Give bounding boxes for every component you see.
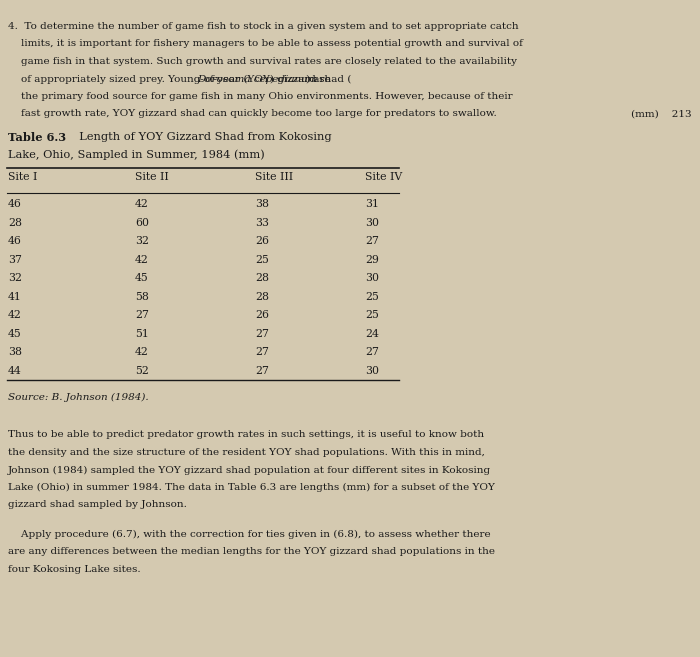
Text: 46: 46 [8, 237, 22, 246]
Text: 45: 45 [8, 329, 22, 339]
Text: 44: 44 [8, 366, 22, 376]
Text: the density and the size structure of the resident YOY shad populations. With th: the density and the size structure of th… [8, 448, 485, 457]
Text: 28: 28 [255, 292, 269, 302]
Text: Apply procedure (6.7), with the correction for ties given in (6.8), to assess wh: Apply procedure (6.7), with the correcti… [8, 530, 491, 539]
Text: 33: 33 [255, 218, 269, 228]
Text: 38: 38 [8, 348, 22, 357]
Text: 58: 58 [135, 292, 149, 302]
Text: Table 6.3: Table 6.3 [8, 132, 66, 143]
Text: 38: 38 [255, 200, 269, 210]
Text: (mm)    213: (mm) 213 [631, 110, 692, 118]
Text: 27: 27 [365, 237, 379, 246]
Text: 28: 28 [255, 273, 269, 284]
Text: 42: 42 [135, 255, 149, 265]
Text: 27: 27 [135, 311, 149, 321]
Text: 25: 25 [365, 292, 379, 302]
Text: Site IV: Site IV [365, 172, 402, 182]
Text: 52: 52 [135, 366, 149, 376]
Text: 31: 31 [365, 200, 379, 210]
Text: gizzard shad sampled by Johnson.: gizzard shad sampled by Johnson. [8, 501, 187, 509]
Text: limits, it is important for fishery managers to be able to assess potential grow: limits, it is important for fishery mana… [8, 39, 523, 49]
Text: 27: 27 [255, 329, 269, 339]
Text: 42: 42 [135, 348, 149, 357]
Text: 25: 25 [365, 311, 379, 321]
Text: Johnson (1984) sampled the YOY gizzard shad population at four different sites i: Johnson (1984) sampled the YOY gizzard s… [8, 466, 491, 474]
Text: the primary food source for game fish in many Ohio environments. However, becaus: the primary food source for game fish in… [8, 92, 512, 101]
Text: Dorosoma cepedianum: Dorosoma cepedianum [197, 74, 318, 83]
Text: 27: 27 [255, 348, 269, 357]
Text: 37: 37 [8, 255, 22, 265]
Text: 28: 28 [8, 218, 22, 228]
Text: 27: 27 [255, 366, 269, 376]
Text: Source: B. Johnson (1984).: Source: B. Johnson (1984). [8, 392, 148, 401]
Text: 27: 27 [365, 348, 379, 357]
Text: 30: 30 [365, 218, 379, 228]
Text: 26: 26 [255, 237, 269, 246]
Text: Lake, Ohio, Sampled in Summer, 1984 (mm): Lake, Ohio, Sampled in Summer, 1984 (mm) [8, 150, 265, 160]
Text: four Kokosing Lake sites.: four Kokosing Lake sites. [8, 565, 141, 574]
Text: of appropriately sized prey. Young-of-year (YOY) gizzard shad (: of appropriately sized prey. Young-of-ye… [8, 74, 351, 83]
Text: game fish in that system. Such growth and survival rates are closely related to : game fish in that system. Such growth an… [8, 57, 517, 66]
Text: 26: 26 [255, 311, 269, 321]
Text: 24: 24 [365, 329, 379, 339]
Text: 60: 60 [135, 218, 149, 228]
Text: Site II: Site II [135, 172, 169, 182]
Text: 45: 45 [135, 273, 148, 284]
Text: 30: 30 [365, 366, 379, 376]
Text: Site I: Site I [8, 172, 37, 182]
Text: 46: 46 [8, 200, 22, 210]
Text: 32: 32 [8, 273, 22, 284]
Text: Thus to be able to predict predator growth rates in such settings, it is useful : Thus to be able to predict predator grow… [8, 430, 484, 440]
Text: 42: 42 [8, 311, 22, 321]
Text: 25: 25 [255, 255, 269, 265]
Text: 42: 42 [135, 200, 149, 210]
Text: Length of YOY Gizzard Shad from Kokosing: Length of YOY Gizzard Shad from Kokosing [72, 132, 332, 142]
Text: Site III: Site III [255, 172, 293, 182]
Text: 51: 51 [135, 329, 149, 339]
Text: ) are: ) are [307, 74, 331, 83]
Text: 29: 29 [365, 255, 379, 265]
Text: 30: 30 [365, 273, 379, 284]
Text: fast growth rate, YOY gizzard shad can quickly become too large for predators to: fast growth rate, YOY gizzard shad can q… [8, 110, 497, 118]
Text: Lake (Ohio) in summer 1984. The data in Table 6.3 are lengths (mm) for a subset : Lake (Ohio) in summer 1984. The data in … [8, 483, 495, 492]
Text: are any differences between the median lengths for the YOY gizzard shad populati: are any differences between the median l… [8, 547, 495, 556]
Text: 41: 41 [8, 292, 22, 302]
Text: 4.  To determine the number of game fish to stock in a given system and to set a: 4. To determine the number of game fish … [8, 22, 519, 31]
Text: 32: 32 [135, 237, 149, 246]
